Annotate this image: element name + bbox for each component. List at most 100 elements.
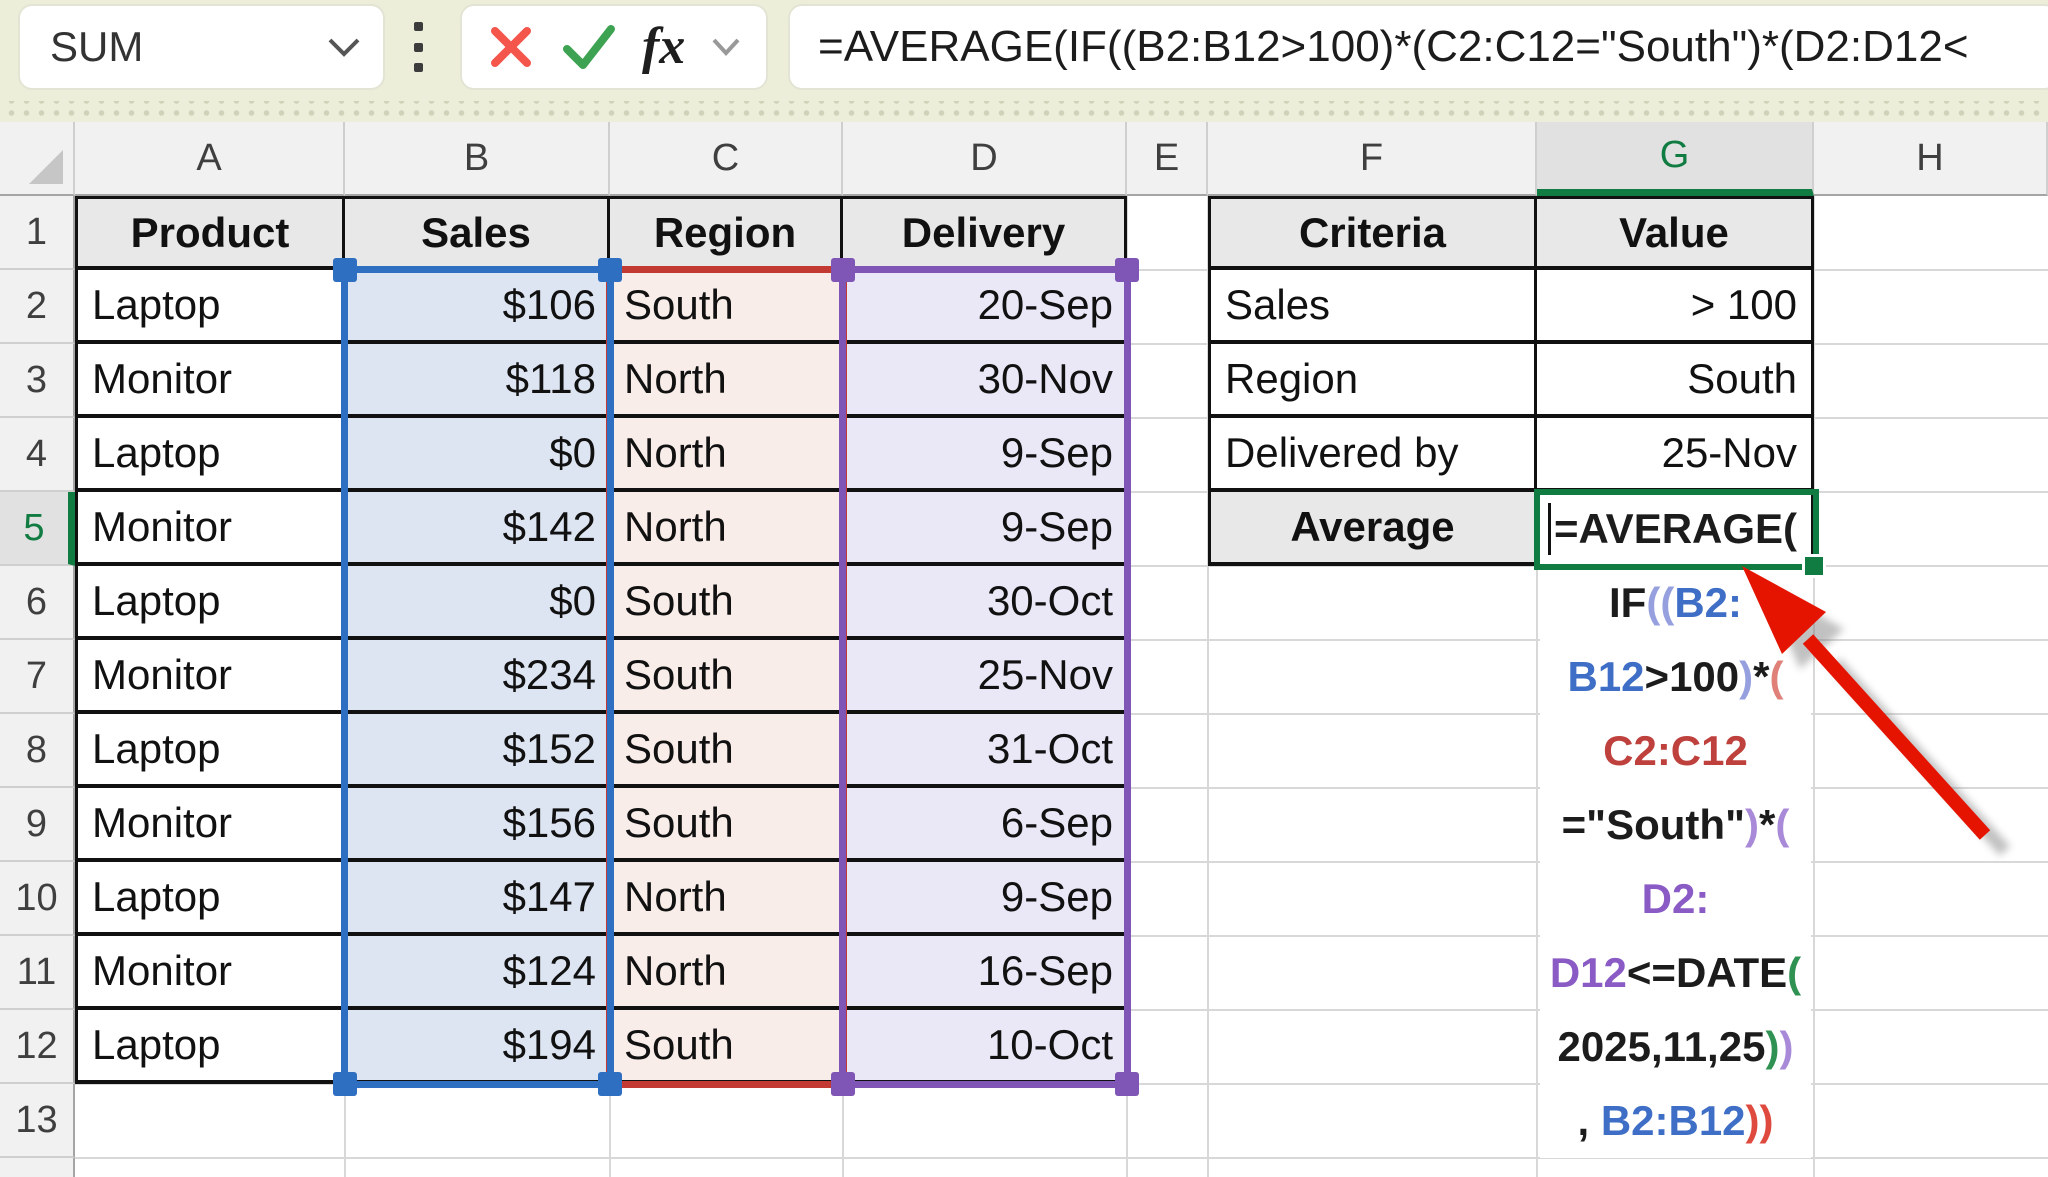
cell-B1[interactable]: Sales xyxy=(345,196,610,270)
cell-C2[interactable]: South xyxy=(610,270,843,344)
cell-D5[interactable]: 9-Sep xyxy=(843,492,1127,566)
insert-function-icon[interactable]: fx xyxy=(641,18,686,75)
cell-D8[interactable]: 31-Oct xyxy=(843,714,1127,788)
cell-edit-formula-text[interactable]: =AVERAGE(IF((B2: B12 >100) *(C2:C12 ="South"… xyxy=(1540,492,1811,1158)
column-header-G[interactable]: G xyxy=(1537,122,1814,196)
cell-G2[interactable]: > 100 xyxy=(1537,270,1814,344)
cell-D4[interactable]: 9-Sep xyxy=(843,418,1127,492)
row-header-2[interactable]: 2 xyxy=(0,270,75,344)
selection-handle[interactable] xyxy=(333,258,357,282)
column-header-B[interactable]: B xyxy=(345,122,610,196)
cell-G3[interactable]: South xyxy=(1537,344,1814,418)
cell-A3[interactable]: Monitor xyxy=(75,344,345,418)
selection-handle[interactable] xyxy=(598,1072,622,1096)
formula-bar-text[interactable]: =AVERAGE(IF((B2:B12>100)*(C2:C12="South"… xyxy=(818,22,1969,71)
row-header-12[interactable]: 12 xyxy=(0,1010,75,1084)
chevron-down-icon[interactable] xyxy=(711,37,741,57)
cell-B10[interactable]: $147 xyxy=(345,862,610,936)
row-header-6[interactable]: 6 xyxy=(0,566,75,640)
chevron-down-icon[interactable] xyxy=(327,36,361,58)
formula-bar[interactable]: =AVERAGE(IF((B2:B12>100)*(C2:C12="South"… xyxy=(788,4,2048,90)
cell-F2[interactable]: Sales xyxy=(1208,270,1537,344)
row-header-5[interactable]: 5 xyxy=(0,492,75,566)
cell-B2[interactable]: $106 xyxy=(345,270,610,344)
cancel-icon[interactable] xyxy=(487,23,535,71)
cell-B9[interactable]: $156 xyxy=(345,788,610,862)
selection-handle[interactable] xyxy=(333,1072,357,1096)
select-all-corner[interactable] xyxy=(0,122,75,196)
selection-handle[interactable] xyxy=(1115,1072,1139,1096)
cell-A6[interactable]: Laptop xyxy=(75,566,345,640)
cell-G1[interactable]: Value xyxy=(1537,196,1814,270)
cell-F5[interactable]: Average xyxy=(1208,492,1537,566)
row-header-9[interactable]: 9 xyxy=(0,788,75,862)
cell-C8[interactable]: South xyxy=(610,714,843,788)
cell-A8[interactable]: Laptop xyxy=(75,714,345,788)
row-header-10[interactable]: 10 xyxy=(0,862,75,936)
cell-A11[interactable]: Monitor xyxy=(75,936,345,1010)
cell-D11[interactable]: 16-Sep xyxy=(843,936,1127,1010)
cell-C9[interactable]: South xyxy=(610,788,843,862)
cell-F3[interactable]: Region xyxy=(1208,344,1537,418)
row-header-11[interactable]: 11 xyxy=(0,936,75,1010)
cell-A2[interactable]: Laptop xyxy=(75,270,345,344)
cell-C4[interactable]: North xyxy=(610,418,843,492)
cell-C5[interactable]: North xyxy=(610,492,843,566)
cell-A4[interactable]: Laptop xyxy=(75,418,345,492)
name-box[interactable]: SUM xyxy=(18,4,385,90)
cell-B12[interactable]: $194 xyxy=(345,1010,610,1084)
cell-A9[interactable]: Monitor xyxy=(75,788,345,862)
cell-A7[interactable]: Monitor xyxy=(75,640,345,714)
cell-C6[interactable]: South xyxy=(610,566,843,640)
row-header-13[interactable]: 13 xyxy=(0,1084,75,1158)
cell-B5[interactable]: $142 xyxy=(345,492,610,566)
column-header-D[interactable]: D xyxy=(843,122,1127,196)
row-header-1[interactable]: 1 xyxy=(0,196,75,270)
cell-C3[interactable]: North xyxy=(610,344,843,418)
row-header-3[interactable]: 3 xyxy=(0,344,75,418)
column-header-F[interactable]: F xyxy=(1208,122,1537,196)
cell-D9[interactable]: 6-Sep xyxy=(843,788,1127,862)
cell-D12[interactable]: 10-Oct xyxy=(843,1010,1127,1084)
cell-B3[interactable]: $118 xyxy=(345,344,610,418)
column-header-E[interactable]: E xyxy=(1127,122,1208,196)
cell-C7[interactable]: South xyxy=(610,640,843,714)
cell-A1[interactable]: Product xyxy=(75,196,345,270)
cell-C10[interactable]: North xyxy=(610,862,843,936)
cell-A5[interactable]: Monitor xyxy=(75,492,345,566)
row-header-8[interactable]: 8 xyxy=(0,714,75,788)
selection-handle[interactable] xyxy=(831,1072,855,1096)
cell-D2[interactable]: 20-Sep xyxy=(843,270,1127,344)
column-header-A[interactable]: A xyxy=(75,122,345,196)
formula-line: =AVERAGE( xyxy=(1540,492,1811,566)
cell-C12[interactable]: South xyxy=(610,1010,843,1084)
cell-B8[interactable]: $152 xyxy=(345,714,610,788)
selection-handle[interactable] xyxy=(1115,258,1139,282)
cell-D3[interactable]: 30-Nov xyxy=(843,344,1127,418)
row-header-4[interactable]: 4 xyxy=(0,418,75,492)
cell-D7[interactable]: 25-Nov xyxy=(843,640,1127,714)
cell-F1[interactable]: Criteria xyxy=(1208,196,1537,270)
fill-handle[interactable] xyxy=(1802,554,1826,578)
drag-handle-dots-icon[interactable] xyxy=(414,22,424,72)
column-header-C[interactable]: C xyxy=(610,122,843,196)
cell-G4[interactable]: 25-Nov xyxy=(1537,418,1814,492)
cell-D1[interactable]: Delivery xyxy=(843,196,1127,270)
cell-D6[interactable]: 30-Oct xyxy=(843,566,1127,640)
cell-A12[interactable]: Laptop xyxy=(75,1010,345,1084)
cell-F4[interactable]: Delivered by xyxy=(1208,418,1537,492)
name-box-value[interactable]: SUM xyxy=(50,23,144,70)
cell-A10[interactable]: Laptop xyxy=(75,862,345,936)
column-header-H[interactable]: H xyxy=(1814,122,2048,196)
cell-C1[interactable]: Region xyxy=(610,196,843,270)
cell-B4[interactable]: $0 xyxy=(345,418,610,492)
cell-B7[interactable]: $234 xyxy=(345,640,610,714)
selection-handle[interactable] xyxy=(831,258,855,282)
enter-check-icon[interactable] xyxy=(561,23,617,71)
cell-B6[interactable]: $0 xyxy=(345,566,610,640)
cell-B11[interactable]: $124 xyxy=(345,936,610,1010)
cell-D10[interactable]: 9-Sep xyxy=(843,862,1127,936)
row-header-7[interactable]: 7 xyxy=(0,640,75,714)
cell-C11[interactable]: North xyxy=(610,936,843,1010)
selection-handle[interactable] xyxy=(598,258,622,282)
